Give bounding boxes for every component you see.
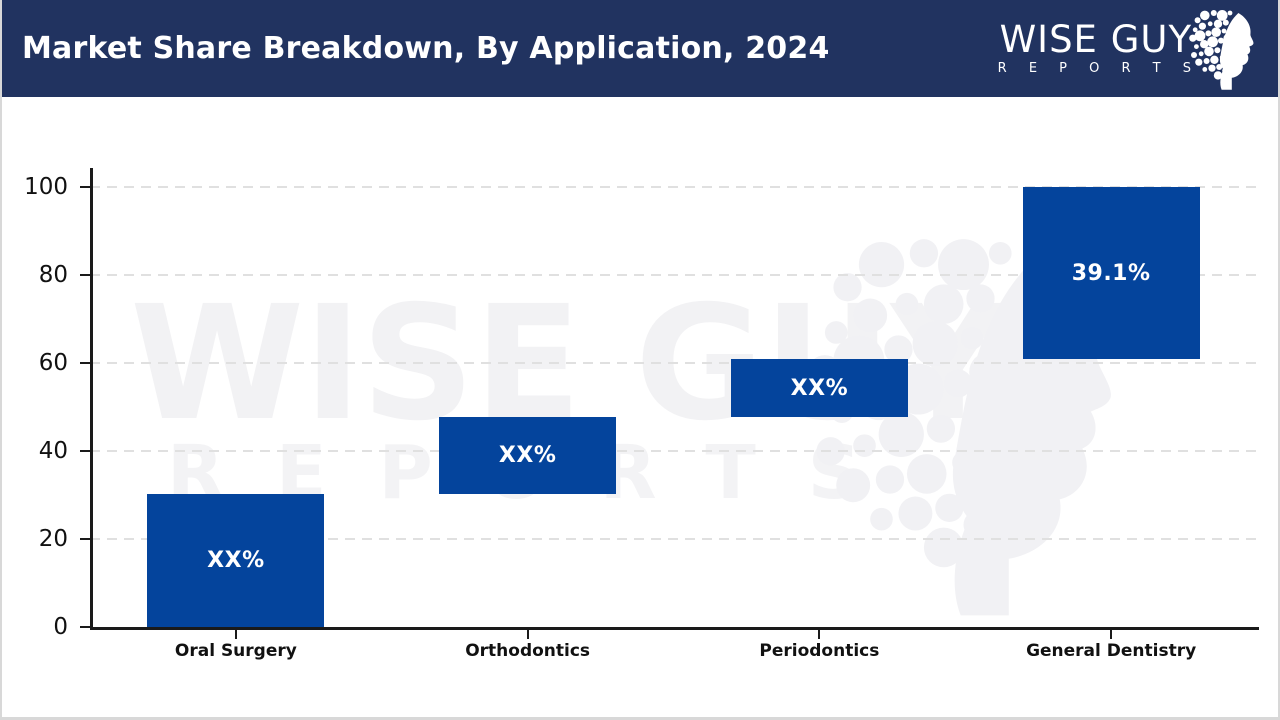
bar-value-label: XX% bbox=[498, 443, 557, 469]
x-category-label: Periodontics bbox=[759, 641, 880, 661]
y-tick-label: 60 bbox=[38, 350, 68, 376]
brand-name: WISE GUY bbox=[999, 18, 1193, 62]
brand-logo: WISE GUY R E P O R T S bbox=[992, 7, 1262, 91]
x-tick-mark bbox=[234, 630, 237, 639]
x-tick-mark bbox=[818, 630, 821, 639]
brand-face-icon bbox=[1189, 9, 1254, 90]
y-tick-mark bbox=[80, 362, 90, 364]
bar-value-label: XX% bbox=[207, 548, 265, 574]
bar-periodontics: XX% bbox=[730, 359, 908, 418]
y-tick-mark bbox=[80, 274, 90, 276]
y-tick-label: 0 bbox=[53, 614, 68, 640]
bar-value-label: XX% bbox=[790, 375, 849, 401]
gridline-100 bbox=[90, 186, 1257, 188]
gridline-60 bbox=[90, 362, 1257, 364]
y-tick-mark bbox=[80, 450, 90, 452]
y-tick-mark bbox=[80, 538, 90, 540]
y-tick-label: 40 bbox=[38, 438, 68, 464]
gridline-20 bbox=[90, 538, 1257, 540]
gridline-40 bbox=[90, 450, 1257, 452]
bar-value-label: 39.1% bbox=[1071, 260, 1151, 286]
x-tick-mark bbox=[526, 630, 529, 639]
y-tick-label: 100 bbox=[24, 174, 68, 200]
x-tick-mark bbox=[1110, 630, 1113, 639]
header-bar: Market Share Breakdown, By Application, … bbox=[2, 0, 1278, 97]
face-profile bbox=[1219, 12, 1254, 90]
bar-general-dentistry: 39.1% bbox=[1022, 187, 1200, 360]
x-category-label: Orthodontics bbox=[465, 641, 591, 661]
x-category-label: Oral Surgery bbox=[174, 641, 297, 661]
y-tick-mark bbox=[80, 626, 90, 628]
y-tick-label: 20 bbox=[38, 526, 68, 552]
page-title: Market Share Breakdown, By Application, … bbox=[22, 31, 830, 66]
x-axis-line bbox=[90, 627, 1259, 630]
y-tick-mark bbox=[80, 186, 90, 188]
bar-oral-surgery: XX% bbox=[147, 494, 325, 627]
brand-wordmark: WISE GUY R E P O R T S bbox=[992, 18, 1200, 76]
y-axis-line bbox=[90, 168, 93, 630]
y-tick-label: 80 bbox=[38, 262, 68, 288]
x-category-label: General Dentistry bbox=[1026, 641, 1197, 661]
gridline-80 bbox=[90, 274, 1257, 276]
bar-orthodontics: XX% bbox=[439, 417, 617, 495]
face-dots bbox=[1189, 9, 1236, 80]
brand-subtitle: R E P O R T S bbox=[997, 60, 1200, 76]
